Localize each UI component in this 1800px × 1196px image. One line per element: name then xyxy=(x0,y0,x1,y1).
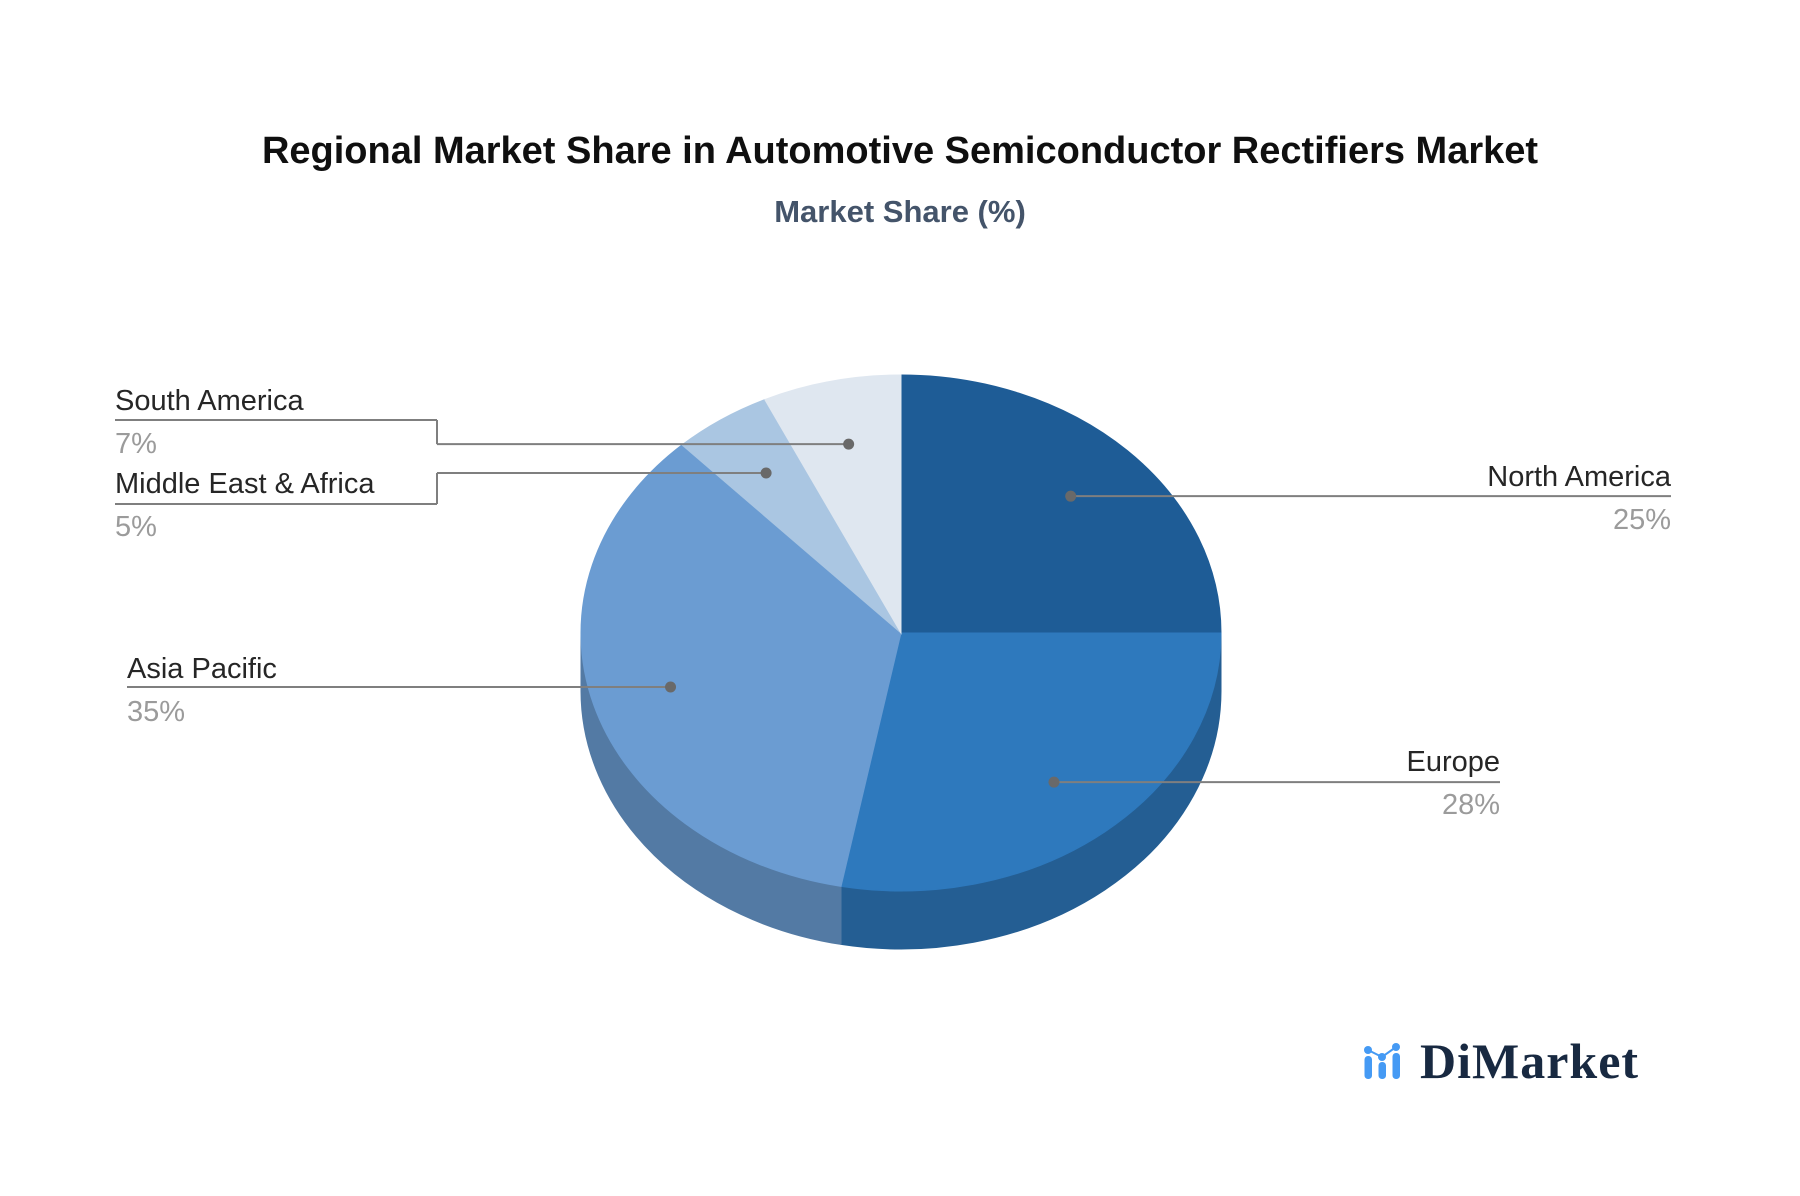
leader-dot-middle-east-africa xyxy=(760,467,772,479)
label-value: 28% xyxy=(1441,789,1500,821)
logo: DiMarket xyxy=(1363,1034,1639,1088)
leader-dot-asia-pacific xyxy=(665,681,677,693)
leader-dot-north-america xyxy=(1065,490,1077,502)
pie-slice-north-america[interactable] xyxy=(900,374,1222,634)
logo-bar-chart-icon xyxy=(1364,1043,1400,1079)
label-middle-east-africa: Middle East & Africa 5% xyxy=(115,466,375,544)
label-category: Middle East & Africa xyxy=(115,468,375,500)
chart-title: Regional Market Share in Automotive Semi… xyxy=(261,130,1539,172)
leader-dot-europe xyxy=(1048,776,1060,788)
label-europe: Europe 28% xyxy=(1406,744,1500,822)
label-value: 7% xyxy=(115,428,157,460)
label-south-america: South America 7% xyxy=(115,383,304,461)
label-category: North America xyxy=(1487,461,1671,493)
label-category: Asia Pacific xyxy=(127,653,277,685)
leader-lines xyxy=(115,419,1671,788)
label-value: 35% xyxy=(127,696,186,728)
leader-dot-south-america xyxy=(843,438,855,450)
label-value: 25% xyxy=(1612,504,1671,536)
logo-text: DiMarket xyxy=(1420,1033,1640,1089)
pie-slices xyxy=(580,374,1222,892)
label-value: 5% xyxy=(115,511,157,543)
chart-subtitle: Market Share (%) xyxy=(774,194,1026,229)
pie-slice-asia-pacific[interactable] xyxy=(580,444,902,887)
pie-slice-south-america[interactable] xyxy=(764,374,902,635)
label-category: Europe xyxy=(1406,746,1500,778)
label-category: South America xyxy=(115,385,304,417)
label-asia-pacific: Asia Pacific 35% xyxy=(127,651,277,729)
label-north-america: North America 25% xyxy=(1487,459,1671,537)
pie-slice-europe[interactable] xyxy=(840,632,1222,892)
